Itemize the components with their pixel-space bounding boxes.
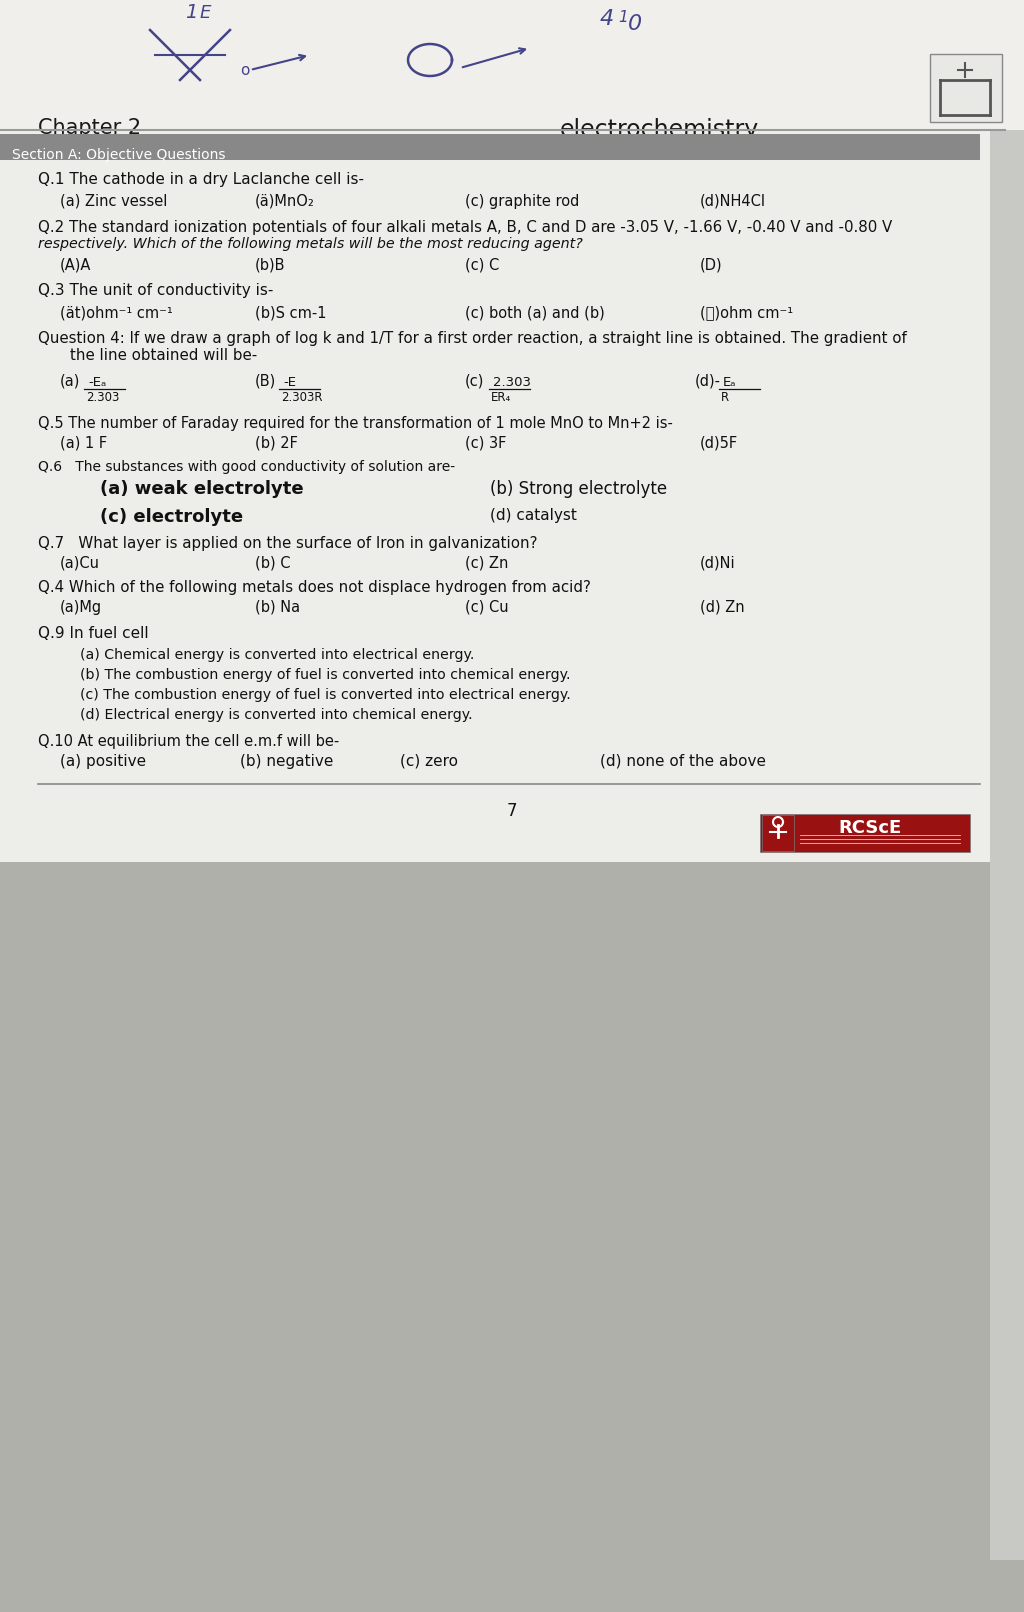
Bar [760,814,970,853]
Text: (a) Chemical energy is converted into electrical energy.: (a) Chemical energy is converted into el… [80,648,474,663]
Text: (b) The combustion energy of fuel is converted into chemical energy.: (b) The combustion energy of fuel is con… [80,667,570,682]
Bar [0,0,1024,131]
Text: Question 4: If we draw a graph of log k and 1/T for a first order reaction, a st: Question 4: If we draw a graph of log k … [38,330,907,347]
Text: (B): (B) [255,374,276,388]
Text: R: R [721,392,729,405]
Text: (d)Ni: (d)Ni [700,556,735,571]
Text: (b) Strong electrolyte: (b) Strong electrolyte [490,480,667,498]
Text: the line obtained will be-: the line obtained will be- [70,348,257,363]
Text: 2.303: 2.303 [86,392,120,405]
Bar [990,0,1024,1560]
Text: (a) positive: (a) positive [60,754,146,769]
Text: Q.9 In fuel cell: Q.9 In fuel cell [38,625,148,642]
Text: (b)S cm-1: (b)S cm-1 [255,305,327,321]
Text: -Eₐ: -Eₐ [88,376,106,388]
Text: (ät)ohm⁻¹ cm⁻¹: (ät)ohm⁻¹ cm⁻¹ [60,305,173,321]
Text: o: o [240,63,250,77]
Text: 0: 0 [628,15,642,34]
Text: (c) electrolyte: (c) electrolyte [100,508,243,526]
Text: (c) The combustion energy of fuel is converted into electrical energy.: (c) The combustion energy of fuel is con… [80,688,570,701]
Text: (a) weak electrolyte: (a) weak electrolyte [100,480,304,498]
Text: Q.10 At equilibrium the cell e.m.f will be-: Q.10 At equilibrium the cell e.m.f will … [38,733,339,750]
Text: Section A: Objective Questions: Section A: Objective Questions [12,148,225,161]
Text: 1: 1 [618,10,628,26]
Text: (d)NH4Cl: (d)NH4Cl [700,193,766,210]
Text: 2.303: 2.303 [493,376,531,388]
Text: (c) Zn: (c) Zn [465,556,508,571]
Text: electrochemistry: electrochemistry [560,118,759,142]
Text: (c): (c) [465,374,484,388]
Text: (c) C: (c) C [465,256,500,272]
Text: (A)A: (A)A [60,256,91,272]
Text: (d) none of the above: (d) none of the above [600,754,766,769]
Text: 1: 1 [185,3,198,23]
Text: (b) C: (b) C [255,556,291,571]
Text: (a)Cu: (a)Cu [60,556,100,571]
Bar [762,816,794,851]
Text: (a): (a) [60,374,80,388]
Text: (a) Zinc vessel: (a) Zinc vessel [60,193,167,210]
Text: Q.5 The number of Faraday required for the transformation of 1 mole MnO to Mn+2 : Q.5 The number of Faraday required for t… [38,416,673,430]
Bar [0,862,1024,1612]
Text: (c) graphite rod: (c) graphite rod [465,193,580,210]
Text: 7: 7 [507,803,517,821]
Text: (c) Cu: (c) Cu [465,600,509,616]
Text: (ä)MnO₂: (ä)MnO₂ [255,193,314,210]
Text: RCScE: RCScE [839,819,901,837]
Text: (d)-: (d)- [695,374,721,388]
Text: respectively. Which of the following metals will be the most reducing agent?: respectively. Which of the following met… [38,237,583,251]
Text: (d) Zn: (d) Zn [700,600,744,616]
Text: ER₄: ER₄ [490,392,511,405]
Text: (c) zero: (c) zero [400,754,458,769]
Text: 4: 4 [600,10,614,29]
Text: Eₐ: Eₐ [723,376,736,388]
Text: Q.3 The unit of conductivity is-: Q.3 The unit of conductivity is- [38,284,273,298]
Text: (b)B: (b)B [255,256,286,272]
Text: (b) negative: (b) negative [240,754,334,769]
Text: (b) Na: (b) Na [255,600,300,616]
Text: Q.7   What layer is applied on the surface of Iron in galvanization?: Q.7 What layer is applied on the surface… [38,537,538,551]
Text: Q.6   The substances with good conductivity of solution are-: Q.6 The substances with good conductivit… [38,459,455,474]
Text: Q.4 Which of the following metals does not displace hydrogen from acid?: Q.4 Which of the following metals does n… [38,580,591,595]
Text: Q.1 The cathode in a dry Laclanche cell is-: Q.1 The cathode in a dry Laclanche cell … [38,172,364,187]
Text: (d) Electrical energy is converted into chemical energy.: (d) Electrical energy is converted into … [80,708,473,722]
Text: Q.2 The standard ionization potentials of four alkali metals A, B, C and D are -: Q.2 The standard ionization potentials o… [38,219,892,235]
Text: (c) 3F: (c) 3F [465,435,507,451]
Text: (d)5F: (d)5F [700,435,738,451]
Text: (D): (D) [700,256,723,272]
Bar [0,134,980,160]
Text: 2.303R: 2.303R [281,392,323,405]
Bar [930,53,1002,123]
Text: -E: -E [283,376,296,388]
Text: E: E [200,3,211,23]
Text: (d) catalyst: (d) catalyst [490,508,577,522]
Text: (a)Mg: (a)Mg [60,600,102,616]
Text: Chapter 2: Chapter 2 [38,118,141,139]
Text: (c) both (a) and (b): (c) both (a) and (b) [465,305,605,321]
Text: (a) 1 F: (a) 1 F [60,435,108,451]
Text: (b) 2F: (b) 2F [255,435,298,451]
Text: (द)ohm cm⁻¹: (द)ohm cm⁻¹ [700,305,794,321]
